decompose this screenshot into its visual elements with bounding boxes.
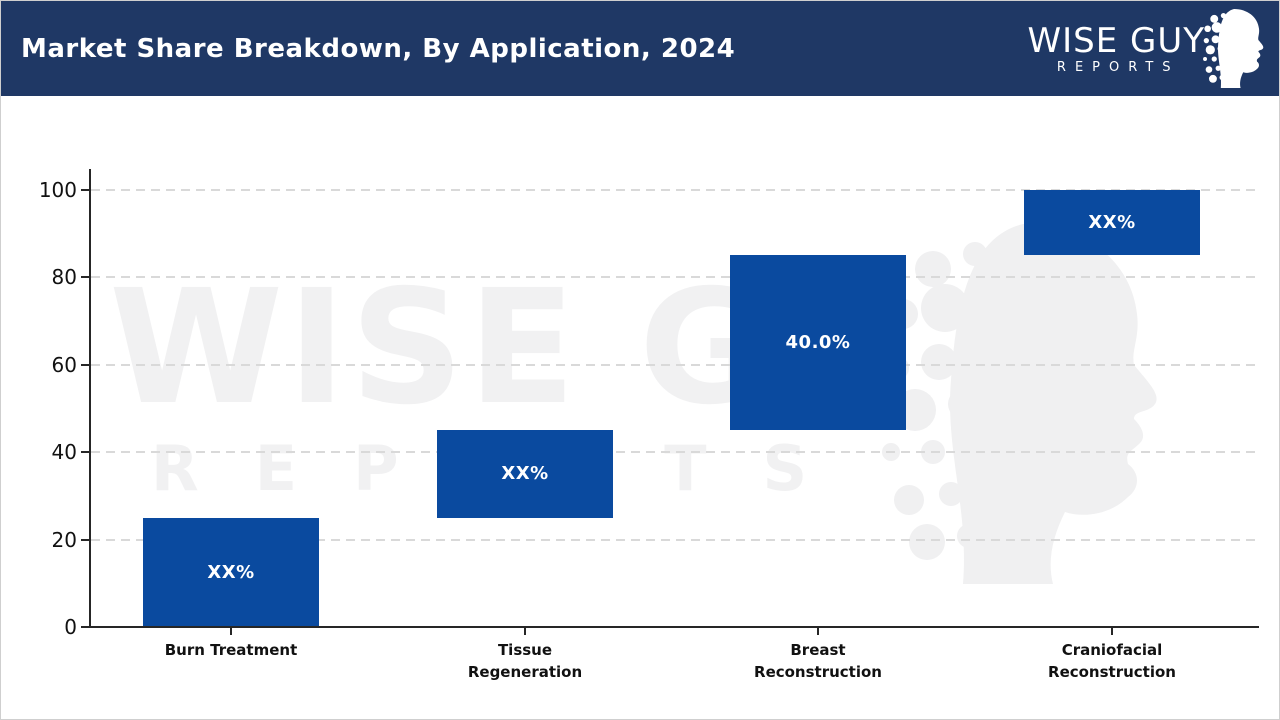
y-tick-mark (81, 276, 89, 278)
y-tick-label: 80 (51, 265, 77, 289)
x-tick-label-line: Reconstruction (1048, 663, 1176, 681)
bar-value-label: 40.0% (785, 332, 851, 354)
x-axis-line (88, 626, 1259, 628)
y-tick-label: 20 (51, 527, 77, 552)
gridline (91, 538, 1259, 541)
header-bar: Market Share Breakdown, By Application, … (1, 1, 1279, 96)
bar-value-label: XX% (1088, 211, 1136, 233)
gridline (91, 188, 1259, 191)
x-tick-label-line: Burn Treatment (164, 641, 298, 659)
bar: 40.0% (730, 255, 906, 431)
chart-title: Market Share Breakdown, By Application, … (21, 33, 736, 64)
y-tick-label: 40 (51, 440, 77, 464)
bar: XX% (143, 517, 319, 627)
x-tick-label: Burn Treatment (165, 639, 298, 661)
gridline (91, 276, 1259, 278)
x-tick-mark (524, 628, 526, 635)
logo-text: WISE GUY REPORTS (1027, 23, 1205, 75)
gridline (91, 363, 1259, 366)
brand-logo: WISE GUY REPORTS (1027, 9, 1267, 88)
bar: XX% (1024, 189, 1200, 256)
y-tick-mark (81, 188, 89, 191)
x-tick-mark (1111, 628, 1113, 635)
x-tick-label-line: Breast (790, 641, 846, 659)
y-tick-label: 60 (51, 352, 77, 377)
y-axis-line (89, 169, 91, 628)
x-tick-label-line: Reconstruction (754, 663, 882, 681)
y-tick-mark (81, 626, 89, 628)
y-tick-mark (81, 538, 89, 541)
watermark-head-icon (882, 224, 1157, 584)
logo-sub-text: REPORTS (1056, 59, 1180, 75)
bar-value-label: XX% (501, 463, 549, 485)
x-tick-label: Craniofacial Reconstruction (1048, 639, 1176, 683)
y-tick-mark (81, 363, 89, 366)
bar-value-label: XX% (207, 561, 255, 583)
gridline (91, 451, 1259, 453)
y-tick-label: 0 (64, 615, 77, 639)
y-tick-label: 100 (38, 177, 77, 202)
x-tick-label: Breast Reconstruction (754, 639, 882, 683)
x-tick-label: Tissue Regeneration (468, 639, 582, 683)
waterfall-chart: WISE GU REPORTS XX%XX%40.0%XX% 020406080… (1, 96, 1279, 719)
y-tick-mark (81, 451, 89, 453)
x-tick-label-line: Regeneration (467, 663, 583, 681)
bar: XX% (437, 430, 613, 518)
dotted-head-icon (1203, 9, 1264, 88)
x-tick-mark (230, 628, 232, 635)
x-tick-label-line: Craniofacial (1061, 641, 1163, 659)
logo-brand-text: WISE GUY (1027, 20, 1205, 61)
x-tick-mark (817, 628, 819, 635)
x-tick-label-line: Tissue (497, 641, 553, 659)
